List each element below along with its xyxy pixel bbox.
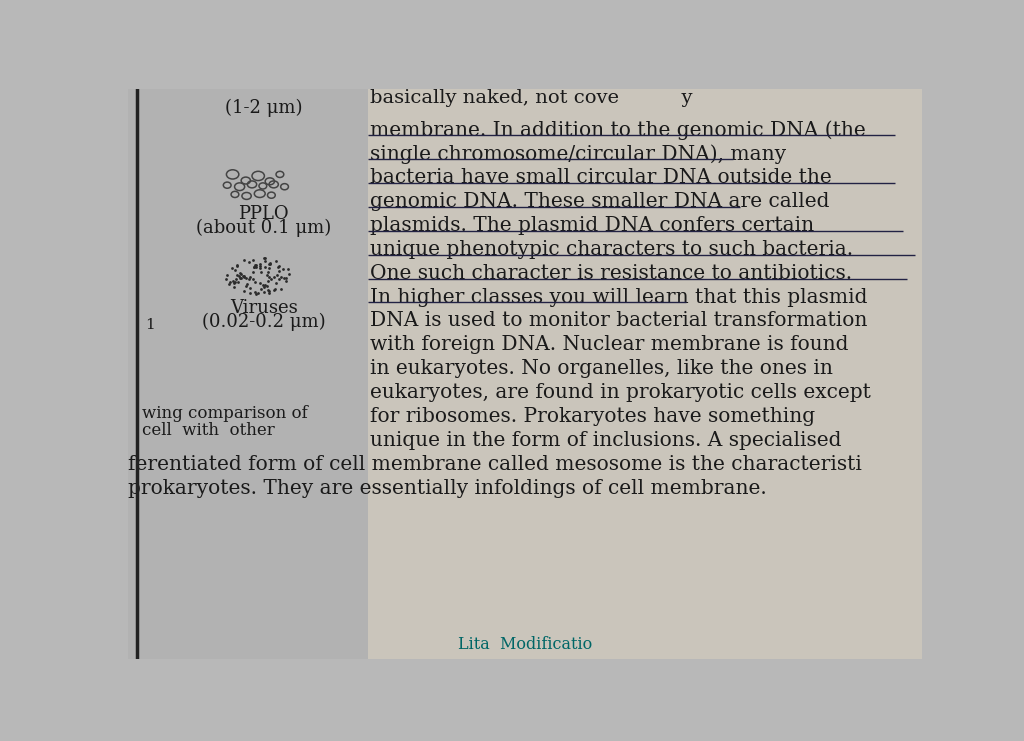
Text: wing comparison of: wing comparison of [142, 405, 307, 422]
Text: with foreign DNA. Nuclear membrane is found: with foreign DNA. Nuclear membrane is fo… [370, 336, 848, 354]
Text: 1: 1 [145, 318, 155, 331]
Text: prokaryotes. They are essentially infoldings of cell membrane.: prokaryotes. They are essentially infold… [128, 479, 767, 497]
Text: ferentiated form of cell membrane called mesosome is the characteristi: ferentiated form of cell membrane called… [128, 455, 862, 473]
Text: single chromosome/circular DNA), many: single chromosome/circular DNA), many [370, 144, 786, 164]
Text: Viruses: Viruses [229, 299, 298, 317]
Text: cell  with  other: cell with other [142, 422, 274, 439]
Text: eukaryotes, are found in prokaryotic cells except: eukaryotes, are found in prokaryotic cel… [370, 383, 870, 402]
Text: In higher classes you will learn that this plasmid: In higher classes you will learn that th… [370, 288, 867, 307]
Text: bacteria have small circular DNA outside the: bacteria have small circular DNA outside… [370, 168, 831, 187]
Text: basically naked, not cove          y: basically naked, not cove y [370, 89, 692, 107]
Bar [128, 89, 369, 659]
Text: PPLO: PPLO [239, 205, 289, 223]
Text: unique in the form of inclusions. A specialised: unique in the form of inclusions. A spec… [370, 431, 842, 450]
Text: (0.02-0.2 μm): (0.02-0.2 μm) [202, 313, 326, 331]
Text: in eukaryotes. No organelles, like the ones in: in eukaryotes. No organelles, like the o… [370, 359, 833, 378]
Text: (about 0.1 μm): (about 0.1 μm) [196, 219, 331, 237]
Text: Lita  Modificatio: Lita Modificatio [458, 637, 592, 654]
Text: plasmids. The plasmid DNA confers certain: plasmids. The plasmid DNA confers certai… [370, 216, 814, 235]
Text: genomic DNA. These smaller DNA are called: genomic DNA. These smaller DNA are calle… [370, 192, 829, 211]
Text: One such character is resistance to antibiotics.: One such character is resistance to anti… [370, 264, 852, 283]
Text: (1-2 μm): (1-2 μm) [225, 99, 302, 117]
Text: for ribosomes. Prokaryotes have something: for ribosomes. Prokaryotes have somethin… [370, 407, 815, 426]
Text: membrane. In addition to the genomic DNA (the: membrane. In addition to the genomic DNA… [370, 121, 865, 140]
Bar [369, 89, 922, 659]
Text: unique phenotypic characters to such bacteria.: unique phenotypic characters to such bac… [370, 240, 853, 259]
Text: DNA is used to monitor bacterial transformation: DNA is used to monitor bacterial transfo… [370, 311, 867, 330]
